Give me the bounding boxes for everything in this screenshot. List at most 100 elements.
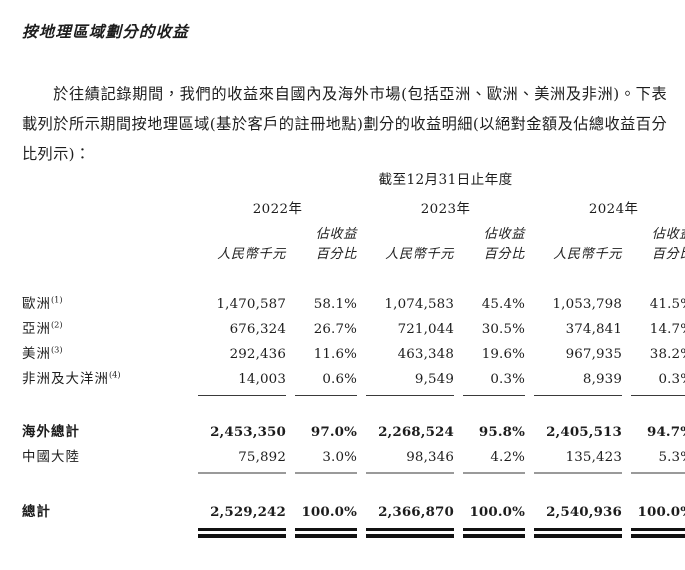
cell-mainland-2022-amount: 75,892 <box>238 450 286 465</box>
rule-2023-percent <box>463 387 525 396</box>
cell-overseas-2022-percent: 97.0% <box>310 424 357 440</box>
period-header: 截至12月31日止年度 <box>378 172 513 188</box>
table-row: 亞洲(2) 676,324 26.7% 721,044 30.5% 374,84… <box>22 312 685 337</box>
unit-header-amount-2024: 人民幣千元 <box>534 225 622 268</box>
spacer-cell <box>22 225 198 268</box>
spacer-cell <box>454 225 463 268</box>
spacer-cell <box>22 396 685 415</box>
double-rule-2022-amount <box>198 520 286 534</box>
row-note-europe: (1) <box>50 294 63 305</box>
cell-asia-2024-percent: 14.7% <box>649 322 685 337</box>
unit-header-percent-2024-line1: 佔收益 <box>651 227 685 242</box>
rule-bar <box>366 395 454 396</box>
rule-bar <box>295 472 357 474</box>
cell-mainland-2022-percent: 3.0% <box>322 450 357 465</box>
unit-header-amount-2024-label: 人民幣千元 <box>553 247 622 262</box>
row-label-asia: 亞洲(2) <box>22 312 198 337</box>
cell-africa-oceania-2022-percent: 0.6% <box>322 372 357 387</box>
table-period-header-row: 截至12月31日止年度 <box>22 168 685 197</box>
rule-gray-2022-percent <box>295 465 357 474</box>
spacer-cell <box>286 493 295 520</box>
unit-header-percent-2022: 佔收益 百分比 <box>295 225 357 268</box>
rule-2022-amount <box>198 387 286 396</box>
spacer-cell <box>622 415 631 440</box>
rule-2024-percent <box>631 387 685 396</box>
unit-header-percent-2022-line1: 佔收益 <box>315 227 357 242</box>
year-header-2023: 2023年 <box>420 202 471 217</box>
row-note-asia: (2) <box>50 319 63 330</box>
spacer-cell <box>454 287 463 312</box>
spacer-cell <box>22 168 198 197</box>
spacer-cell <box>622 337 631 362</box>
body-paragraph: 於往績記錄期間，我們的收益來自國內及海外市場(包括亞洲、歐洲、美洲及非洲)。下表… <box>22 85 667 164</box>
rule-gray-2022-amount <box>198 465 286 474</box>
spacer-cell <box>454 387 463 396</box>
unit-header-percent-2024: 佔收益 百分比 <box>631 225 685 268</box>
spacer-cell <box>286 312 295 337</box>
row-note-africa-oceania: (4) <box>108 369 121 380</box>
rule-2022-percent <box>295 387 357 396</box>
spacer-cell <box>286 287 295 312</box>
rule-gray-2024-percent <box>631 465 685 474</box>
rule-gray-2023-percent <box>463 465 525 474</box>
spacer-cell <box>357 225 366 268</box>
spacer-cell <box>286 337 295 362</box>
spacer-row <box>22 268 685 287</box>
cell-americas-2023-amount: 463,348 <box>397 347 454 362</box>
row-label-americas: 美洲(3) <box>22 337 198 362</box>
row-label-overseas-subtotal: 海外總計 <box>22 424 80 440</box>
spacer-cell <box>525 312 534 337</box>
spacer-cell <box>525 493 534 520</box>
unit-header-percent-2023: 佔收益 百分比 <box>463 225 525 268</box>
rule-bar <box>631 472 685 474</box>
spacer-cell <box>357 415 366 440</box>
cell-overseas-2023-amount: 2,268,524 <box>378 424 454 440</box>
table-row-mainland-china: 中國大陸 75,892 3.0% 98,346 4.2% 135,423 5.3… <box>22 440 685 465</box>
row-label-asia-text: 亞洲 <box>22 322 51 337</box>
double-rule-2024-amount <box>534 520 622 534</box>
spacer-cell <box>622 225 631 268</box>
spacer-cell <box>525 387 534 396</box>
spacer-cell <box>525 337 534 362</box>
rule-2023-amount <box>366 387 454 396</box>
spacer-cell <box>622 520 631 534</box>
spacer-cell <box>454 312 463 337</box>
rule-bar <box>631 528 685 534</box>
cell-asia-2022-percent: 26.7% <box>313 322 357 337</box>
rule-bar <box>534 395 622 396</box>
cell-europe-2023-amount: 1,074,583 <box>384 297 454 312</box>
table-row: 美洲(3) 292,436 11.6% 463,348 19.6% 967,93… <box>22 337 685 362</box>
row-label-europe: 歐洲(1) <box>22 287 198 312</box>
rule-bar <box>295 528 357 534</box>
spacer-cell <box>357 362 366 387</box>
cell-mainland-2024-amount: 135,423 <box>565 450 622 465</box>
rule-bar <box>198 528 286 534</box>
cell-overseas-2024-percent: 94.7% <box>647 424 685 440</box>
row-label-africa-oceania: 非洲及大洋洲(4) <box>22 362 198 387</box>
section-title: 按地理區域劃分的收益 <box>22 22 190 41</box>
rule-bar <box>198 472 286 474</box>
spacer-cell <box>357 387 366 396</box>
spacer-cell <box>357 520 366 534</box>
cell-europe-2024-percent: 41.5% <box>649 297 685 312</box>
spacer-cell <box>525 287 534 312</box>
cell-total-2022-amount: 2,529,242 <box>210 504 286 520</box>
cell-africa-oceania-2024-percent: 0.3% <box>658 372 685 387</box>
spacer-cell <box>525 520 534 534</box>
rule-bar <box>463 528 525 534</box>
cell-europe-2024-amount: 1,053,798 <box>552 297 622 312</box>
double-rule-2022-percent <box>295 520 357 534</box>
spacer-cell <box>286 520 295 534</box>
unit-header-percent-2024-line2: 百分比 <box>651 247 685 262</box>
spacer-cell <box>286 415 295 440</box>
unit-header-amount-2022-label: 人民幣千元 <box>217 247 286 262</box>
rule-bar <box>463 472 525 474</box>
rule-bar <box>198 395 286 396</box>
spacer-cell <box>622 287 631 312</box>
spacer-cell <box>525 415 534 440</box>
cell-asia-2023-percent: 30.5% <box>481 322 525 337</box>
spacer-cell <box>22 520 198 534</box>
cell-americas-2022-amount: 292,436 <box>229 347 286 362</box>
double-rule-2023-amount <box>366 520 454 534</box>
spacer-cell <box>357 337 366 362</box>
